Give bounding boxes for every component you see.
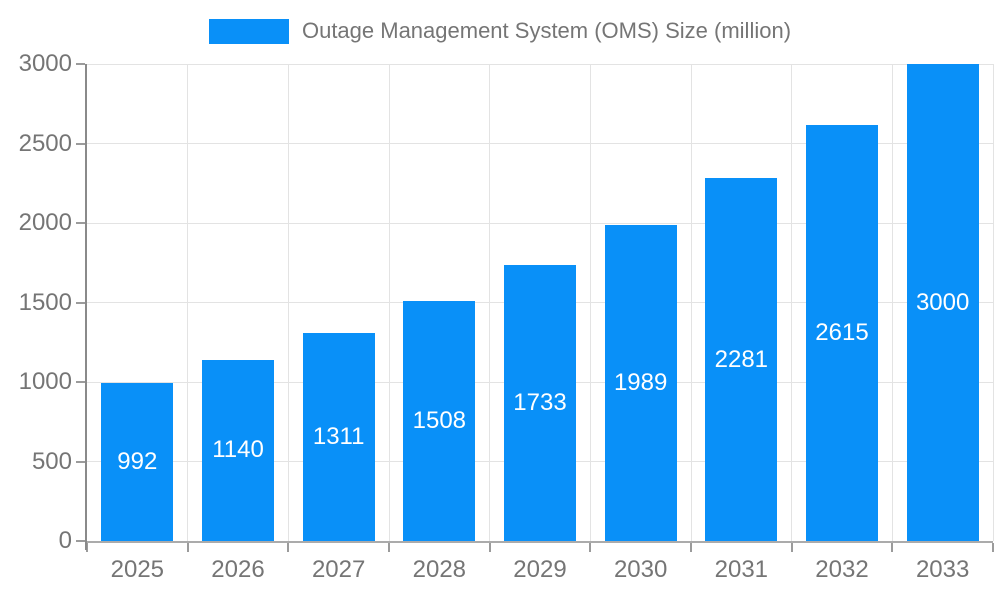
y-tick-label: 3000 (18, 50, 72, 77)
gridline-vertical (891, 64, 893, 541)
bar: 1311 (302, 332, 375, 541)
bar-value-label: 992 (117, 448, 158, 476)
y-axis-tick (76, 301, 85, 304)
gridline-vertical (287, 64, 289, 541)
gridline-vertical (489, 64, 491, 541)
x-tick-label: 2032 (815, 556, 869, 583)
x-tick-label: 2027 (311, 556, 366, 583)
gridline-vertical (388, 64, 390, 541)
y-axis-tick (76, 460, 85, 463)
bar-value-label: 1733 (513, 389, 567, 417)
y-axis-tick (76, 142, 85, 145)
gridline-horizontal (87, 222, 993, 224)
x-tick-label: 2025 (110, 556, 165, 583)
y-tick-label: 2000 (18, 209, 72, 236)
x-axis-line (87, 541, 993, 543)
y-tick-label: 1000 (18, 368, 72, 395)
bar-value-label: 3000 (915, 288, 970, 316)
bar-value-label: 1311 (312, 422, 365, 450)
plot-area: 0 500 1000 1500 2000 2500 3000 992 2025 1140 2026 1… (19, 52, 994, 583)
gridline-vertical (791, 64, 793, 541)
gridline-vertical (690, 64, 692, 541)
legend-label: Outage Management System (OMS) Size (mil… (301, 18, 792, 43)
bar: 992 (101, 383, 174, 541)
bar: 1733 (504, 265, 576, 541)
x-tick-label: 2029 (513, 556, 567, 583)
x-axis-tick (186, 543, 189, 552)
y-tick-label: 0 (58, 527, 72, 554)
x-axis-tick (992, 543, 994, 552)
bar: 2281 (705, 178, 778, 541)
y-axis-tick (76, 222, 85, 224)
x-axis-tick (287, 543, 290, 552)
gridline-vertical (187, 64, 189, 541)
y-tick-label: 2500 (18, 129, 72, 157)
x-axis-tick (488, 543, 491, 552)
gridline-horizontal (87, 63, 993, 65)
y-axis-tick (76, 381, 85, 383)
y-tick-label: 500 (31, 447, 72, 475)
bar: 2615 (806, 125, 878, 541)
x-axis-tick (589, 543, 592, 552)
bar-value-label: 1989 (613, 368, 668, 396)
x-tick-label: 2026 (211, 556, 265, 583)
x-axis-tick (891, 543, 894, 552)
gridline-vertical (992, 64, 994, 541)
x-tick-label: 2028 (412, 556, 467, 583)
x-axis-tick (690, 543, 692, 552)
bar-value-label: 2281 (714, 345, 769, 373)
legend-swatch (208, 18, 289, 44)
x-tick-label: 2033 (915, 556, 970, 583)
y-axis-tick (76, 63, 85, 65)
bar: 1140 (202, 359, 274, 541)
y-axis-tick (76, 540, 85, 542)
x-tick-label: 2030 (613, 556, 668, 583)
x-axis-tick (790, 543, 793, 552)
bar-value-label: 2615 (815, 319, 869, 347)
bar: 1508 (403, 301, 476, 541)
y-tick-label: 1500 (18, 288, 72, 316)
x-axis-tick (388, 543, 390, 552)
gridline-horizontal (87, 143, 993, 144)
x-tick-label: 2031 (714, 556, 769, 583)
gridline-vertical (589, 64, 591, 541)
bar-value-label: 1140 (212, 436, 264, 464)
y-axis-line (85, 64, 87, 550)
chart-legend: Outage Management System (OMS) Size (mil… (0, 17, 1000, 45)
x-axis-tick (86, 543, 88, 552)
bar: 1989 (604, 224, 677, 541)
bar-value-label: 1508 (412, 407, 467, 435)
bar: 3000 (906, 64, 979, 541)
